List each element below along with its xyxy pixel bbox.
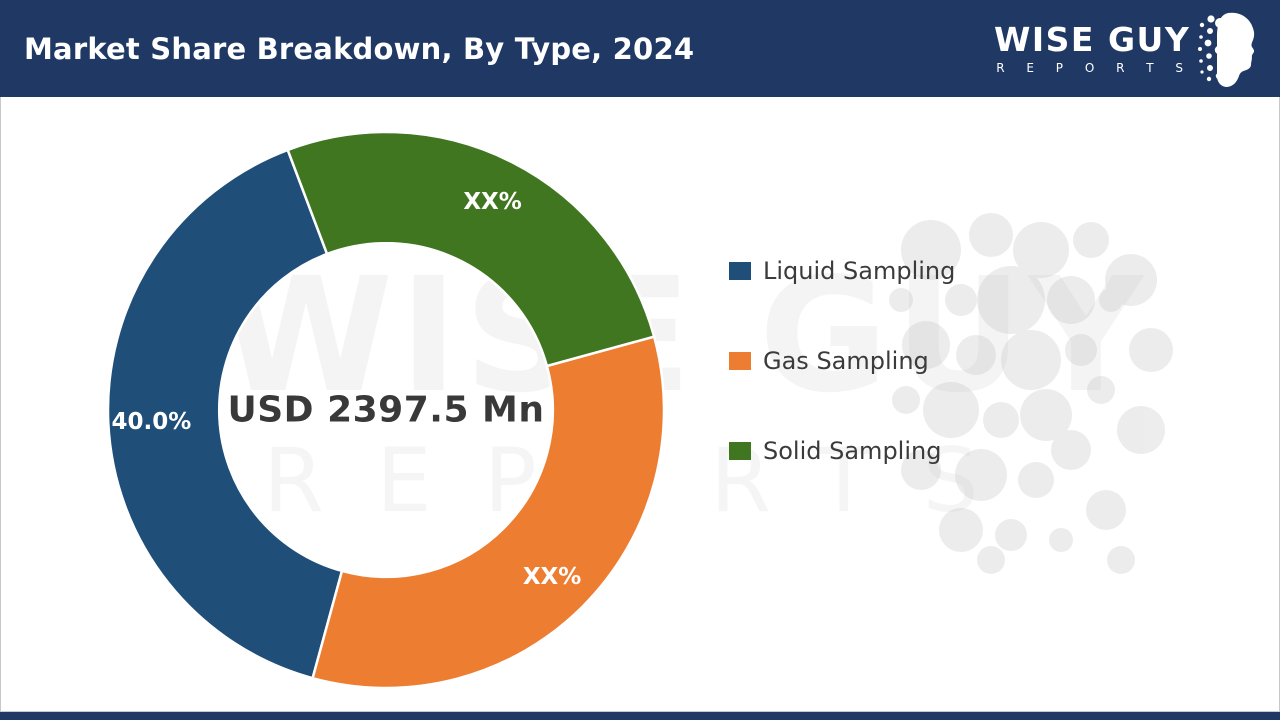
dotted-face-icon bbox=[1198, 12, 1255, 87]
wise-guy-reports-logo: WISE GUY R E P O R T S bbox=[992, 10, 1258, 88]
legend-item-solid-sampling: Solid Sampling bbox=[729, 437, 955, 465]
segment-pct-label-liquid-sampling: 40.0% bbox=[112, 409, 192, 435]
watermark-brand-text: WISE GUY bbox=[219, 257, 1149, 415]
donut-segment-gas-sampling bbox=[311, 335, 666, 690]
legend-swatch-liquid-sampling bbox=[729, 262, 751, 280]
legend-swatch-solid-sampling bbox=[729, 442, 751, 460]
legend-item-gas-sampling: Gas Sampling bbox=[729, 347, 955, 375]
donut-segment-liquid-sampling bbox=[106, 148, 344, 680]
legend-label-solid-sampling: Solid Sampling bbox=[763, 437, 942, 465]
logo-brand-text: WISE GUY bbox=[993, 20, 1191, 59]
logo-text: WISE GUY R E P O R T S bbox=[992, 23, 1192, 74]
legend-label-liquid-sampling: Liquid Sampling bbox=[763, 257, 956, 285]
logo-sub-text: R E P O R T S bbox=[996, 61, 1192, 75]
donut-center-value: USD 2397.5 Mn bbox=[227, 389, 545, 431]
page-title: Market Share Breakdown, By Type, 2024 bbox=[24, 31, 695, 66]
watermark-face-dots bbox=[889, 213, 1173, 574]
segment-pct-label-solid-sampling: XX% bbox=[463, 189, 522, 215]
legend-label-gas-sampling: Gas Sampling bbox=[763, 347, 929, 375]
legend-item-liquid-sampling: Liquid Sampling bbox=[729, 257, 955, 285]
segment-pct-label-gas-sampling: XX% bbox=[523, 564, 582, 590]
legend-swatch-gas-sampling bbox=[729, 352, 751, 370]
footer-bar bbox=[0, 712, 1280, 720]
donut-segment-solid-sampling bbox=[286, 130, 656, 368]
header-bar: Market Share Breakdown, By Type, 2024 WI… bbox=[0, 0, 1280, 97]
chart-legend: Liquid Sampling Gas Sampling Solid Samplin… bbox=[729, 257, 955, 465]
donut-chart: 40.0% XX% XX% bbox=[106, 130, 666, 690]
